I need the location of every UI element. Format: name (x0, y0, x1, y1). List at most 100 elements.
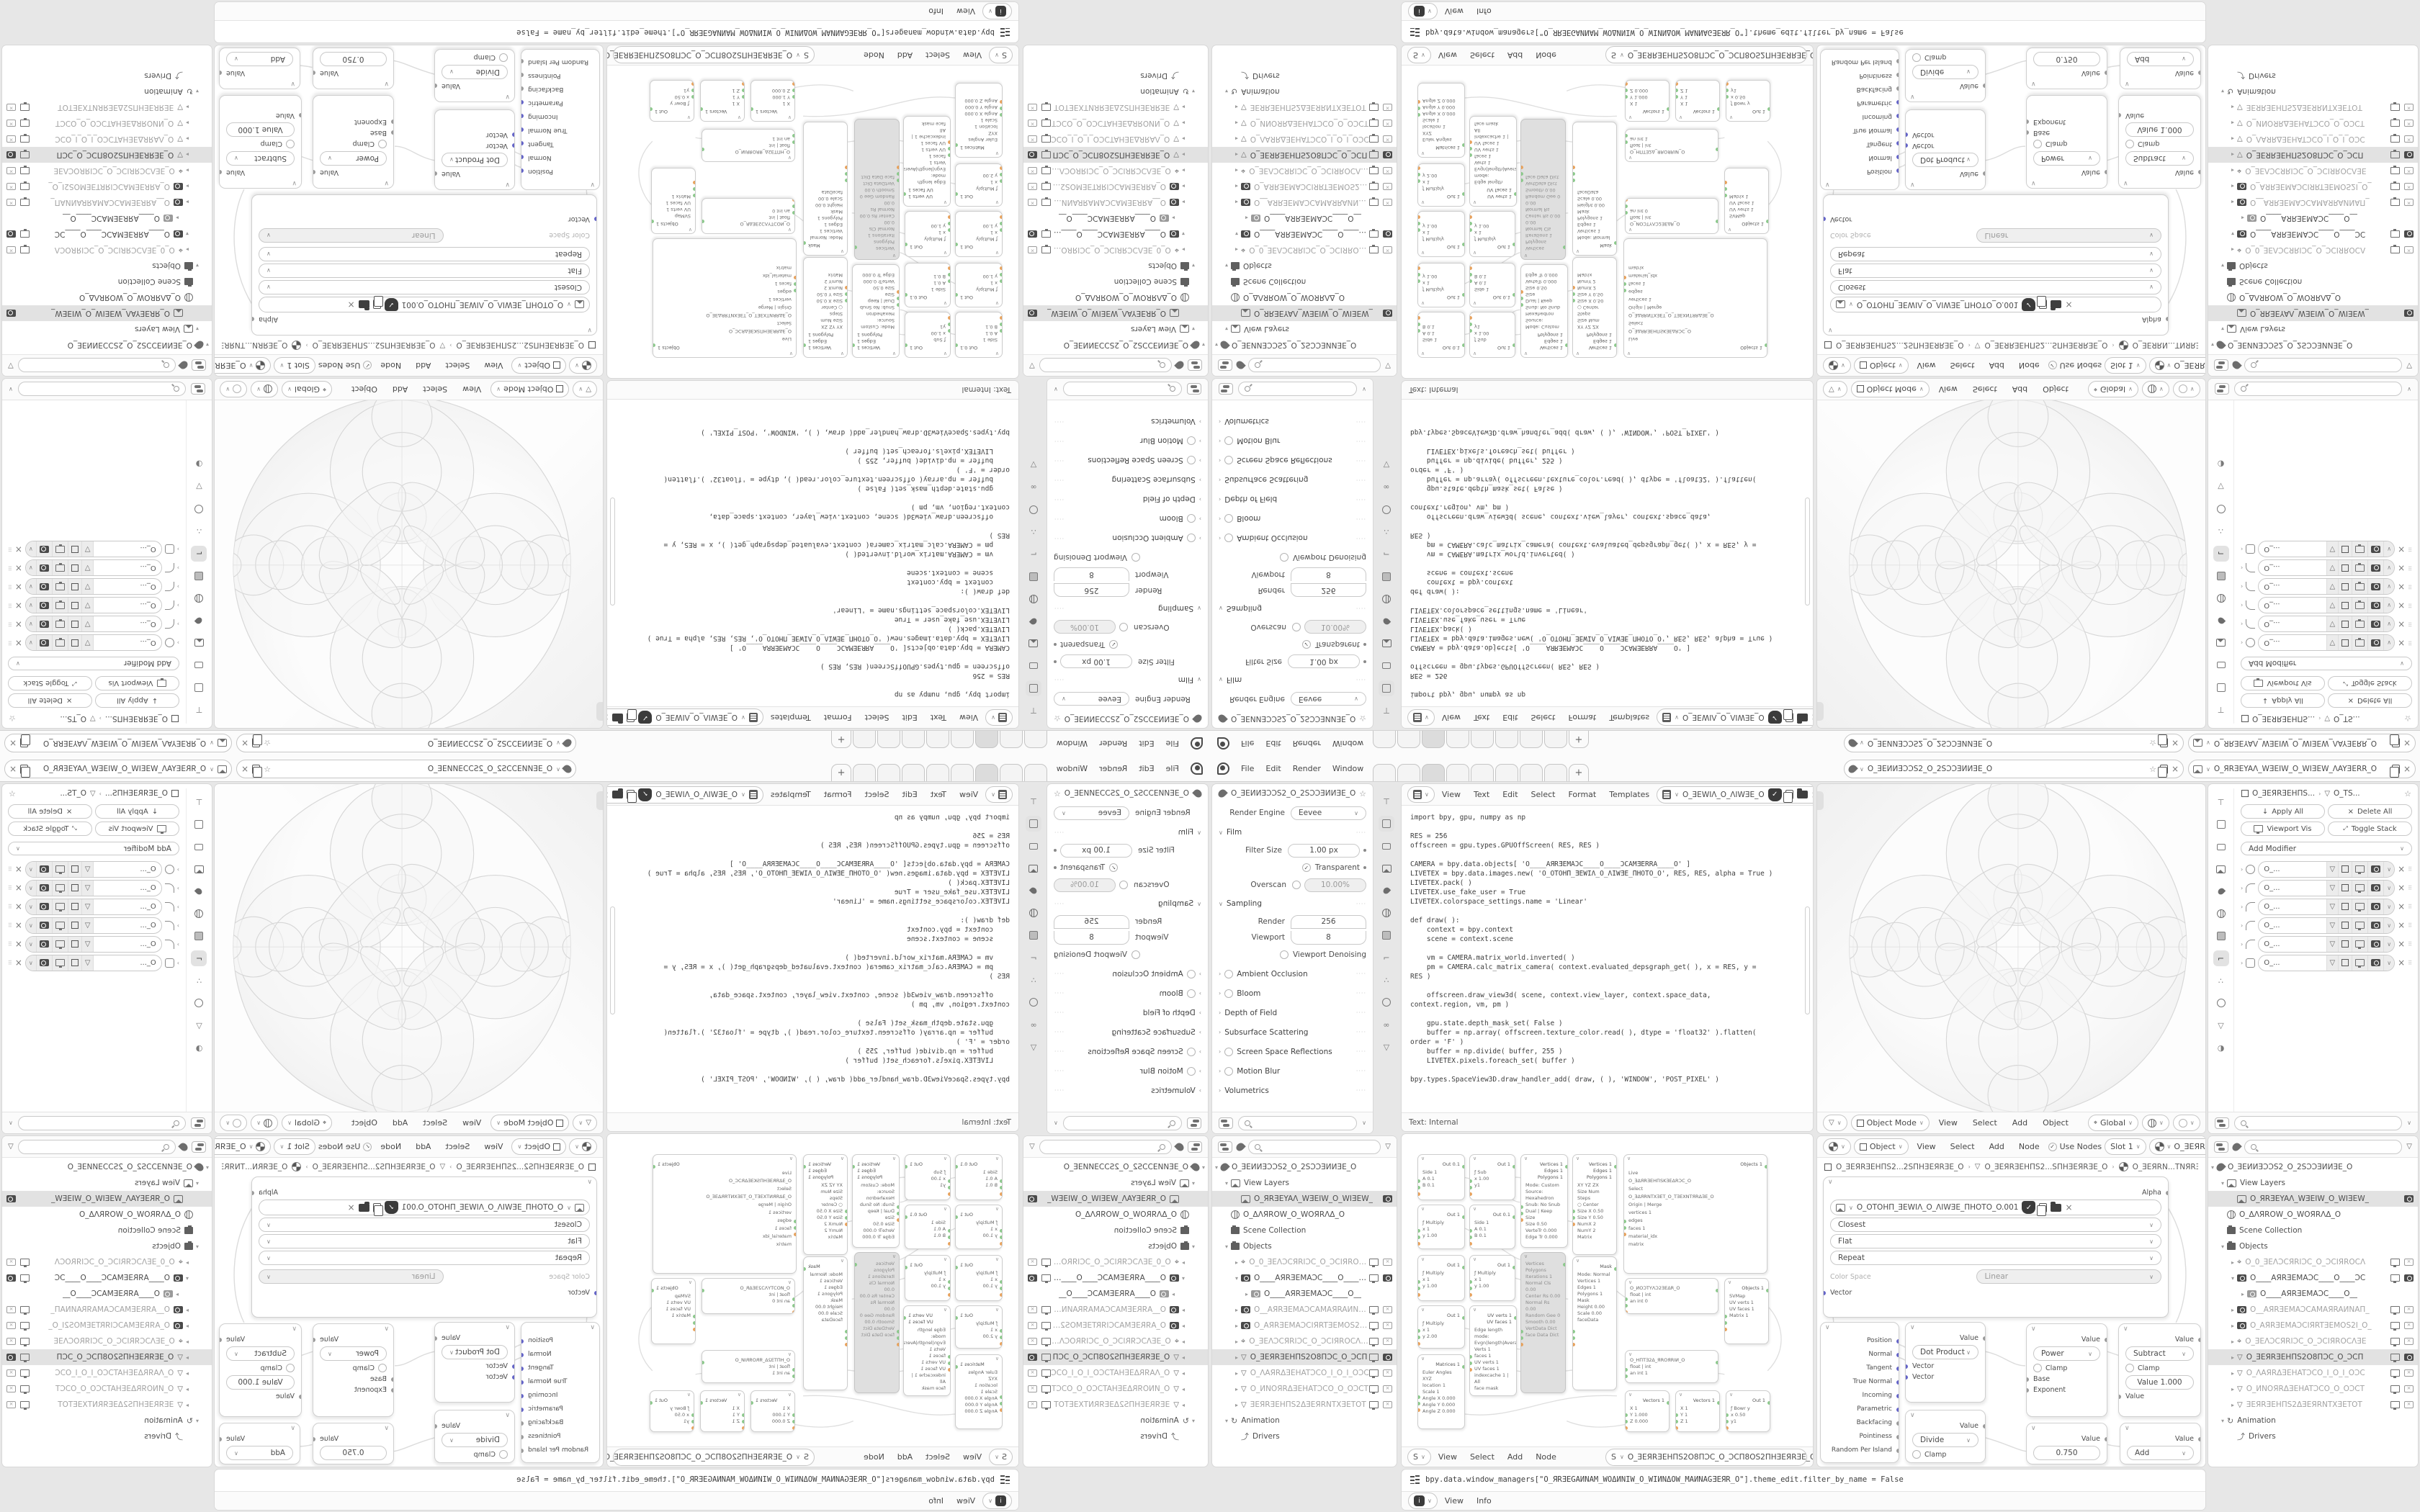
monitor-icon[interactable] (20, 1401, 30, 1408)
outliner-row-mesh[interactable]: ▸ ▽ O_ИNOЯRΔƎEHATƆCO_O_OƆCT × (1023, 1381, 1208, 1397)
outliner-row-mesh[interactable]: ▸ ▽ O_ΛAЯRΔƎEHATƆCO_I_O_I_OƆC × (1212, 131, 1397, 147)
modifier-row[interactable]: › O_... ▽ ∨ × ⠿ (2235, 634, 2418, 652)
menu-window[interactable]: Window (1332, 764, 1364, 773)
close-icon[interactable]: × (241, 738, 249, 748)
delete-all-button[interactable]: × Delete All (8, 804, 92, 819)
render-disable-icon[interactable]: × (1028, 167, 1037, 174)
value-field[interactable]: 0.750 (2033, 1446, 2100, 1460)
viewport-vis-button[interactable]: Viewport Vis (2241, 676, 2325, 690)
monitor-icon[interactable] (2390, 1274, 2400, 1283)
section-screen-space-reflections[interactable]: › Screen Space Reflections ···· (1054, 1047, 1201, 1056)
new-layer-icon[interactable] (20, 738, 29, 748)
delete-modifier-icon[interactable]: × (2398, 939, 2406, 949)
outliner-row-empty[interactable]: ▸ ⌖ O_0_ƎEΛƆCЯRIƆC_O_ƆCIЯROCΛ × (1023, 1254, 1208, 1270)
modifier-row[interactable]: › O_... ▽ ∨ × ⠿ (2235, 953, 2418, 972)
section-depth-of-field[interactable]: › Depth of Field ···· (1054, 495, 1201, 504)
monitor-icon[interactable] (2390, 1385, 2400, 1394)
text-scrollbar[interactable] (1805, 906, 1810, 1014)
math-divide-node[interactable]: ∨ Value Divide ∨ Clamp (1905, 1410, 1986, 1463)
monitor-icon[interactable] (1369, 1338, 1379, 1346)
view-layer-tab-icon[interactable] (1026, 860, 1041, 876)
outliner-row-mesh[interactable]: ▸ ▽ O_ΛAЯRΔƎEHATƆCO_I_O_I_OƆC × (1212, 1365, 1397, 1381)
render-camera-icon[interactable] (1028, 230, 1037, 238)
value-field[interactable]: Value 1.000 (2125, 1375, 2194, 1390)
color-space-dropdown[interactable]: Linear ∨ (1976, 228, 2161, 243)
drag-handle-icon[interactable]: ⠿ (8, 959, 12, 966)
render-tab-icon[interactable] (1026, 680, 1041, 696)
sh-menu-select[interactable]: Select (1950, 1142, 1975, 1151)
drag-handle-icon[interactable]: ⠿ (8, 602, 12, 609)
section-depth-of-field[interactable]: › Depth of Field ···· (1054, 1008, 1201, 1017)
render-camera-icon[interactable] (2404, 1195, 2414, 1202)
outliner-row-drivers[interactable]: ⤴ Drivers (144, 1432, 183, 1441)
display-mode-icon[interactable] (1218, 359, 1232, 372)
scene-selector[interactable]: ∨ O_ƎEИИƎƆƆS2_O_2SƆƆƎИИƎE_O ☆ × (236, 760, 576, 778)
monitor-icon[interactable] (1369, 1274, 1379, 1283)
display-mode-icon[interactable] (1188, 1140, 1202, 1153)
outliner-row-objects[interactable]: ▾ Objects (1224, 261, 1272, 270)
toggle-stack-button[interactable]: ⤢ Toggle Stack (8, 676, 92, 690)
data-tab-icon[interactable]: ▽ (196, 482, 202, 492)
render-disable-icon[interactable]: × (1028, 183, 1037, 190)
monitor-icon[interactable] (1041, 167, 1051, 174)
render-camera-icon[interactable] (2404, 230, 2414, 238)
monitor-icon[interactable] (20, 1338, 30, 1345)
add-workspace-button[interactable]: + (1569, 731, 1589, 748)
view-layer-tab-icon[interactable] (2213, 861, 2229, 877)
value-node[interactable]: ∨ Value 0.750 (2026, 48, 2107, 89)
section-bloom[interactable]: › Bloom ···· (1219, 514, 1366, 523)
math-subtract-node[interactable]: ∨ Value Subtract ∨ Clamp Value 1.000 Valu… (2118, 95, 2201, 189)
drag-handle-icon[interactable]: ⠿ (8, 903, 12, 910)
sv-node-mask[interactable]: ∨ Mask Mode: Normal Vertices 1 Edges 1 Pol… (803, 122, 848, 256)
render-engine-dropdown[interactable]: Eevee ∨ (1291, 692, 1366, 706)
workspace-tab[interactable] (1373, 764, 1396, 781)
text-scrollbar[interactable] (610, 906, 615, 1014)
workspace-tab[interactable] (1471, 764, 1494, 781)
sv-node-mask[interactable]: ∨ Mask Mode: Normal Vertices 1 Edges 1 Pol… (803, 1256, 848, 1390)
tool-tab-icon[interactable]: ⊤ (2217, 705, 2225, 715)
toggle-stack-button[interactable]: ⤢ Toggle Stack (8, 822, 92, 836)
monitor-icon[interactable] (20, 246, 30, 253)
display-mode-icon[interactable] (1218, 1140, 1232, 1153)
outliner-row-world[interactable]: O_ΔΛЯROW_O_WOЯRΛΔ_O (1212, 289, 1397, 305)
editor-type-dropdown[interactable]: S ∨ (1407, 47, 1431, 63)
constraints-tab-icon[interactable]: ∞ (1383, 482, 1390, 492)
drag-handle-icon[interactable]: ⠿ (8, 621, 12, 628)
chevron-down-icon[interactable]: ∨ (2407, 386, 2411, 392)
outliner-row-camera-pano[interactable]: ▸ O__AЯRƎEMAƆCAMAЯRAИNAП_ × (2208, 1302, 2418, 1318)
pin-icon[interactable]: ☆ (1054, 714, 1061, 724)
render-disable-icon[interactable]: × (2404, 1322, 2414, 1329)
view-layer-tab-icon[interactable] (1379, 636, 1394, 652)
outliner-row-empty[interactable]: ▸ ⌖ O_0_ƎEΛƆCЯRIƆC_O_ƆCIЯROCΛ × (1023, 242, 1208, 258)
viewport-denoising-checkbox[interactable] (1131, 950, 1141, 959)
modifier-row[interactable]: › O_... ▽ ∨ × ⠿ (2235, 916, 2418, 935)
editor-type-dropdown[interactable]: ▽ ∨ (1823, 1115, 1847, 1131)
outliner-row-objects[interactable]: ▾ Objects (2220, 261, 2268, 270)
monitor-icon[interactable] (20, 1274, 30, 1282)
monitor-icon[interactable] (20, 151, 30, 158)
render-disable-icon[interactable]: × (2404, 1385, 2414, 1392)
editor-type-dropdown[interactable]: ▽ ∨ (573, 1115, 597, 1131)
drag-handle-icon[interactable]: ⠿ (8, 922, 12, 929)
toggle-stack-button[interactable]: ⤢ Toggle Stack (2328, 822, 2412, 836)
render-disable-icon[interactable]: × (1028, 135, 1037, 143)
drag-handle-icon[interactable]: ⠿ (2408, 546, 2412, 553)
tool-tab-icon[interactable]: ⊤ (195, 705, 203, 715)
render-camera-icon[interactable] (1383, 1195, 1392, 1202)
text-menu-edit[interactable]: Edit (902, 713, 918, 722)
outliner-row-camera-pano[interactable]: ▸ O__AЯRƎEMAƆCAMAЯRAИNAП_ × (1212, 1302, 1397, 1318)
sh-menu-add[interactable]: Add (416, 361, 431, 370)
outliner-row-drivers[interactable]: ⤴ Drivers (1241, 71, 1280, 80)
physics-tab-icon[interactable] (1026, 502, 1041, 518)
menu-render[interactable]: Render (1292, 739, 1321, 748)
render-disable-icon[interactable]: × (1028, 120, 1037, 127)
outliner-row-scene[interactable]: ▾ O_ƎEИИƎƆƆS2_O_2SƆƆƎИИƎE_O (67, 339, 210, 351)
section-ambient-occlusion[interactable]: › Ambient Occlusion ···· (1219, 534, 1366, 543)
info-log-row[interactable]: bpy.data.window_managers["O_ЯRƎEGAИNAM_W… (215, 23, 1018, 42)
material-tab-icon[interactable]: ◑ (195, 1043, 203, 1053)
text-menu-view[interactable]: View (959, 790, 979, 799)
vector-math-op-dropdown[interactable]: Dot Product ∨ (442, 1345, 508, 1359)
